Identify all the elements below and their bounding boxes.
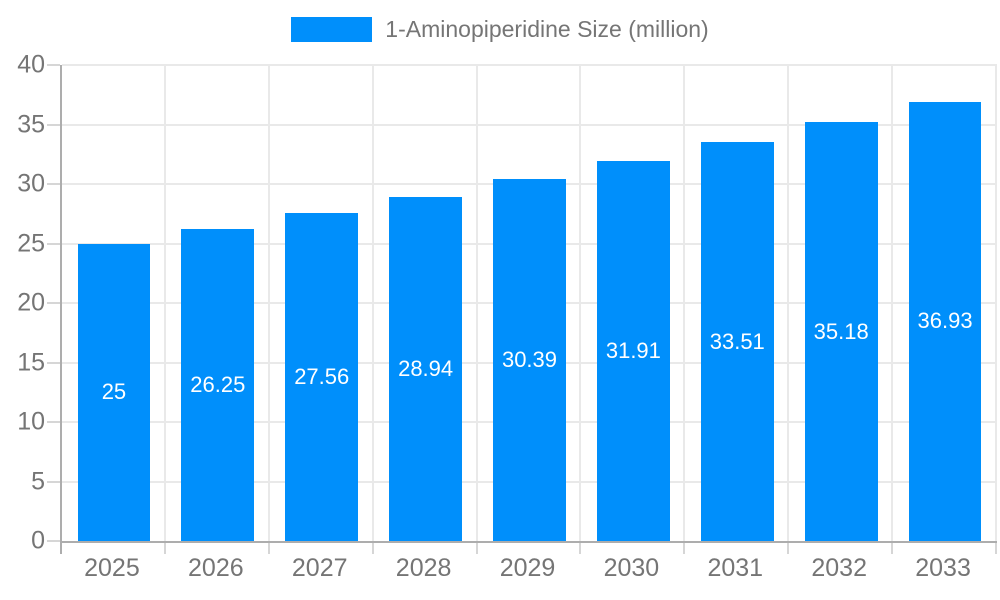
y-axis-labels: 0 5 10 15 20 25 30 35 40 bbox=[0, 51, 45, 555]
y-axis-label: 10 bbox=[17, 407, 45, 436]
x-axis-label: 2032 bbox=[811, 554, 867, 582]
x-tick bbox=[579, 543, 582, 554]
x-tick bbox=[891, 543, 894, 554]
x-axis-label: 2031 bbox=[707, 554, 764, 582]
legend-item[interactable]: 1-Aminopiperidine Size (million) bbox=[291, 16, 709, 42]
bar[interactable]: 31.91 bbox=[597, 161, 670, 541]
chart-legend: 1-Aminopiperidine Size (million) bbox=[0, 17, 1000, 42]
x-axis-label: 2027 bbox=[291, 554, 348, 582]
y-axis-label: 15 bbox=[17, 348, 45, 376]
bar[interactable]: 36.93 bbox=[908, 101, 982, 541]
v-gridline bbox=[683, 65, 686, 541]
v-gridline bbox=[163, 65, 166, 541]
x-axis-label: 2033 bbox=[915, 554, 971, 582]
bar-value-label: 36.93 bbox=[917, 308, 973, 334]
y-axis-label: 35 bbox=[17, 110, 45, 138]
bar-value-label: 31.91 bbox=[605, 338, 661, 364]
x-tick bbox=[371, 543, 374, 554]
plot-area: 25 26.25 27.56 28.94 30.39 31.91 33.51 35.18 36.… bbox=[47, 64, 997, 554]
v-gridline bbox=[579, 65, 582, 541]
v-gridline bbox=[371, 65, 374, 541]
x-axis-label: 2025 bbox=[84, 554, 140, 582]
bar[interactable]: 30.39 bbox=[493, 179, 566, 541]
bar-value-label: 35.18 bbox=[813, 318, 869, 344]
x-axis-label: 2028 bbox=[395, 554, 452, 582]
bar-value-label: 30.39 bbox=[501, 347, 558, 373]
y-tick bbox=[47, 302, 60, 304]
y-axis-label: 20 bbox=[17, 288, 45, 317]
y-axis-label: 0 bbox=[31, 526, 45, 555]
x-tick bbox=[787, 543, 790, 554]
x-tick bbox=[475, 543, 478, 554]
v-gridline bbox=[475, 65, 478, 541]
bar[interactable]: 27.56 bbox=[285, 213, 359, 541]
y-tick bbox=[47, 480, 60, 483]
x-axis-labels: 2025 2026 2027 2028 2029 2030 2031 2032 2033 bbox=[60, 554, 995, 583]
y-tick bbox=[47, 64, 60, 66]
y-tick bbox=[47, 361, 60, 364]
x-tick bbox=[163, 543, 166, 554]
y-axis-label: 40 bbox=[17, 50, 45, 79]
bar-value-label: 26.25 bbox=[190, 371, 246, 397]
bar[interactable]: 25 bbox=[77, 243, 151, 541]
x-tick bbox=[683, 543, 686, 554]
bar[interactable]: 26.25 bbox=[181, 228, 255, 541]
y-tick bbox=[47, 183, 60, 185]
y-axis-label: 30 bbox=[17, 169, 45, 198]
bar-value-label: 33.51 bbox=[709, 328, 765, 354]
x-axis-label: 2029 bbox=[499, 554, 556, 582]
legend-label: 1-Aminopiperidine Size (million) bbox=[385, 16, 709, 42]
x-tick bbox=[60, 543, 62, 554]
y-axis-label: 5 bbox=[31, 467, 45, 495]
x-axis-label: 2026 bbox=[188, 554, 244, 582]
bar[interactable]: 33.51 bbox=[700, 142, 774, 541]
x-tick bbox=[267, 543, 270, 554]
y-tick bbox=[47, 421, 60, 423]
v-gridline bbox=[995, 65, 997, 541]
x-tick bbox=[995, 543, 997, 554]
y-axis-label: 25 bbox=[17, 229, 45, 257]
h-gridline bbox=[62, 64, 997, 66]
bar[interactable]: 28.94 bbox=[389, 196, 462, 541]
bar-value-label: 27.56 bbox=[294, 364, 350, 390]
v-gridline bbox=[787, 65, 790, 541]
x-axis-label: 2030 bbox=[603, 554, 660, 582]
bar-value-label: 28.94 bbox=[398, 355, 454, 381]
h-gridline bbox=[62, 123, 997, 126]
v-gridline bbox=[267, 65, 270, 541]
y-tick bbox=[47, 123, 60, 126]
legend-swatch bbox=[291, 17, 373, 42]
bar[interactable]: 35.18 bbox=[804, 122, 878, 541]
y-tick bbox=[47, 540, 60, 542]
v-gridline bbox=[891, 65, 894, 541]
bar-value-label: 25 bbox=[101, 379, 127, 405]
y-tick bbox=[47, 242, 60, 245]
